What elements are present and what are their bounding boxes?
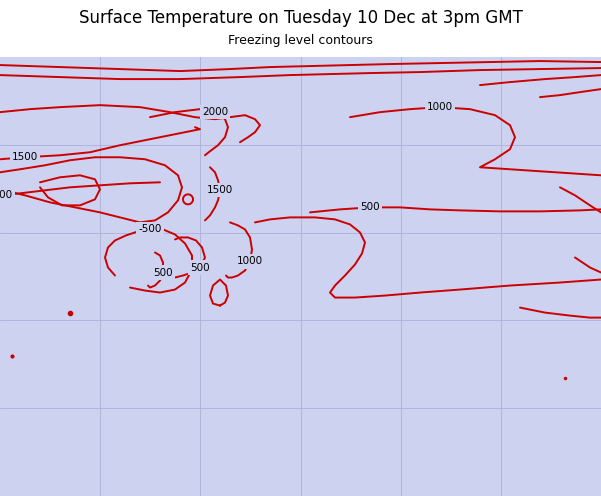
Text: 500: 500: [360, 202, 380, 212]
Text: 1500: 1500: [12, 152, 38, 162]
Text: 1000: 1000: [237, 256, 263, 266]
Text: 1500: 1500: [207, 186, 233, 195]
Text: 2000: 2000: [202, 107, 228, 117]
Text: 500: 500: [190, 262, 210, 272]
Text: -500: -500: [138, 224, 162, 235]
Text: Surface Temperature on Tuesday 10 Dec at 3pm GMT: Surface Temperature on Tuesday 10 Dec at…: [79, 9, 522, 27]
Text: Freezing level contours: Freezing level contours: [228, 34, 373, 47]
Text: 1000: 1000: [0, 190, 13, 200]
Text: 1000: 1000: [427, 102, 453, 112]
Text: 500: 500: [153, 267, 173, 277]
